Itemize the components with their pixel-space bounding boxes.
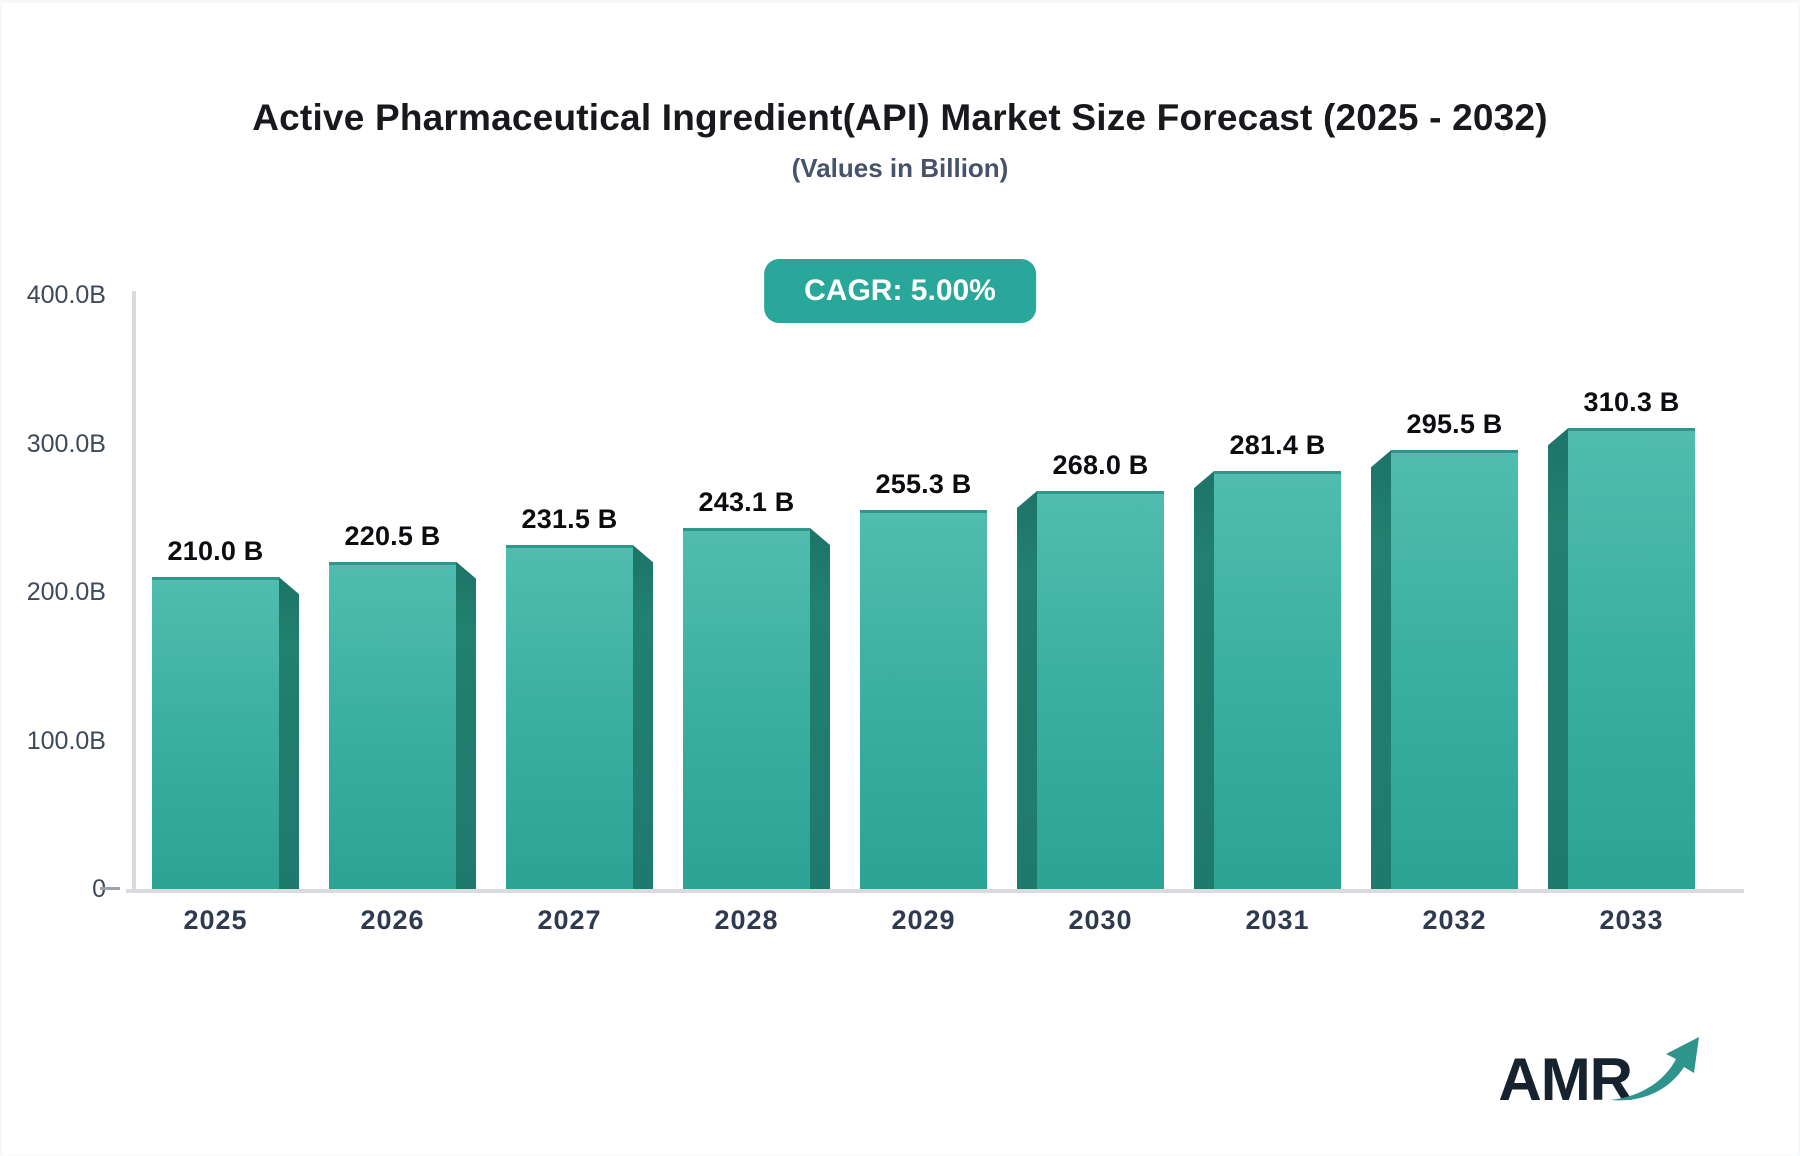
bar-side-face (1194, 471, 1214, 889)
bar-side-face (279, 577, 299, 889)
x-tick-label: 2028 (714, 905, 779, 935)
brand-logo: AMR (1498, 1030, 1706, 1110)
bar-side-face (1017, 491, 1037, 889)
x-tick-label: 2025 (183, 905, 248, 935)
bar-value-label: 210.0 B (167, 536, 264, 567)
bar-side-face (456, 561, 476, 889)
bar (1391, 450, 1518, 889)
bar (1214, 471, 1341, 889)
x-tick-label: 2031 (1245, 905, 1310, 935)
bar-value-label: 220.5 B (344, 520, 441, 551)
bar-value-label: 243.1 B (698, 487, 795, 517)
chart-title: Active Pharmaceutical Ingredient(API) Ma… (252, 97, 1548, 138)
x-tick-label: 2029 (891, 905, 956, 935)
bar (152, 577, 279, 889)
x-tick-label: 2033 (1599, 905, 1664, 935)
bar-value-label: 268.0 B (1052, 450, 1149, 481)
y-tick-label: 100.0B (26, 726, 106, 755)
bar (860, 509, 987, 889)
bar-value-label: 281.4 B (1229, 430, 1326, 461)
y-tick-label: 300.0B (26, 429, 106, 458)
y-tick-label: 200.0B (26, 578, 106, 606)
bar-value-label: 295.5 B (1406, 409, 1503, 440)
y-tick-label: 0 (2, 874, 106, 904)
chart-subtitle: (Values in Billion) (791, 153, 1009, 183)
x-tick-label: 2032 (1422, 905, 1487, 935)
bar-side-face (633, 545, 653, 889)
y-tick-label: 400.0B (26, 281, 106, 309)
x-tick-label: 2030 (1068, 905, 1133, 935)
bar (506, 545, 633, 889)
bar-side-face (1548, 428, 1568, 889)
bar-value-label: 310.3 B (1583, 387, 1680, 418)
x-tick-label: 2027 (537, 905, 602, 935)
brand-logo-text: AMR (1498, 1046, 1633, 1113)
y-axis-line (132, 291, 136, 889)
x-tick-label: 2026 (360, 905, 425, 935)
bar (1037, 491, 1164, 889)
bar-value-label: 231.5 B (521, 504, 618, 535)
bar (683, 528, 810, 889)
bar-side-face (1371, 450, 1391, 889)
bar (1568, 428, 1695, 889)
bar (329, 561, 456, 889)
trend-arrow-icon (1610, 1037, 1699, 1101)
bar-value-label: 255.3 B (875, 468, 972, 499)
x-axis-line (126, 889, 1744, 893)
bar-side-face (810, 528, 830, 889)
zero-tick-dash (100, 887, 120, 890)
cagr-badge: CAGR: 5.00% (764, 259, 1036, 323)
